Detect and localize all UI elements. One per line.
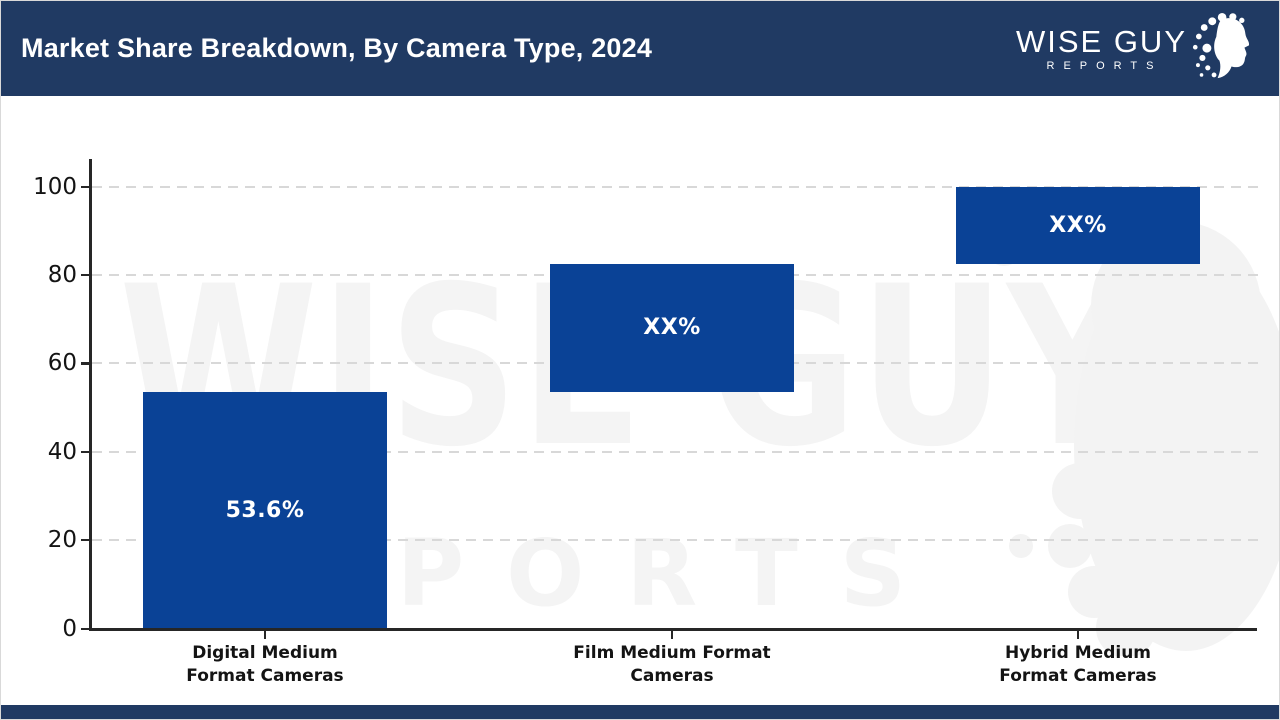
x-axis-label-line: Digital Medium — [192, 643, 338, 663]
y-tick-mark — [81, 273, 89, 277]
y-tick-label: 80 — [47, 261, 77, 288]
y-tick-mark — [81, 450, 89, 454]
x-tick-mark — [671, 630, 674, 639]
x-axis-label-line: Format Cameras — [999, 666, 1157, 686]
y-tick-label: 20 — [47, 527, 77, 554]
y-tick-label: 60 — [47, 350, 77, 377]
bar-value-label: 53.6% — [225, 497, 305, 523]
x-axis-line — [89, 627, 1257, 631]
x-axis-label: Digital Medium Format Cameras — [95, 642, 435, 688]
x-axis-label: Film Medium Format Cameras — [502, 642, 842, 688]
brand-logo: WISE GUY REPORTS — [1016, 12, 1257, 86]
bar-2: XX% — [550, 264, 794, 392]
bar-3: XX% — [956, 186, 1200, 265]
bar-value-label: XX% — [1049, 212, 1107, 238]
y-tick-label: 0 — [62, 615, 77, 642]
x-axis-label-line: Film Medium Format — [573, 643, 771, 663]
y-tick-mark — [81, 185, 89, 188]
page-title: Market Share Breakdown, By Camera Type, … — [21, 33, 653, 63]
header-bar: Market Share Breakdown, By Camera Type, … — [1, 1, 1279, 96]
y-tick-mark — [81, 627, 89, 630]
y-tick-label: 100 — [33, 173, 77, 200]
gridline-20 — [92, 539, 1263, 542]
gridline-100 — [92, 185, 1263, 188]
gridline-40 — [92, 450, 1263, 453]
brand-subtitle: REPORTS — [1046, 59, 1163, 72]
brand-name: WISE GUY — [1015, 23, 1187, 59]
y-axis-line — [89, 159, 92, 631]
footer-bar — [1, 705, 1279, 719]
brand-logo-text: WISE GUY REPORTS — [1016, 26, 1187, 72]
x-axis-label-line: Format Cameras — [186, 666, 344, 686]
y-tick-mark — [81, 362, 89, 365]
brand-face-icon — [1192, 12, 1250, 78]
x-axis-label-line: Hybrid Medium — [1004, 643, 1152, 663]
x-tick-mark — [1077, 630, 1080, 639]
x-tick-mark — [264, 630, 267, 639]
x-axis-label-line: Cameras — [630, 666, 714, 686]
bar-value-label: XX% — [643, 315, 701, 341]
y-tick-label: 40 — [47, 438, 77, 465]
x-axis-label: Hybrid Medium Format Cameras — [908, 642, 1248, 688]
bar-1: 53.6% — [143, 391, 387, 629]
y-tick-mark — [81, 539, 89, 542]
